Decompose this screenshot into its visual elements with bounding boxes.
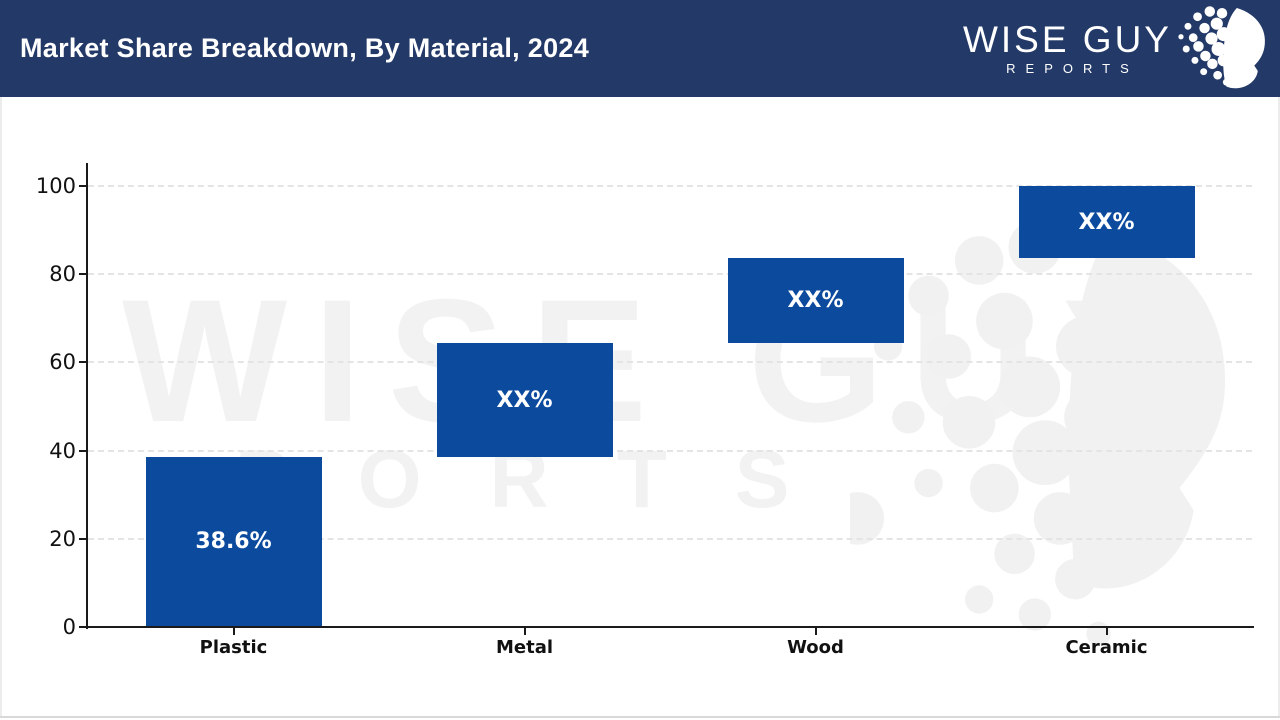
bar-value-label: XX% bbox=[496, 387, 553, 413]
bar-ceramic: XX% bbox=[1018, 186, 1195, 259]
x-tick-label-ceramic: Ceramic bbox=[1065, 637, 1148, 658]
gridline bbox=[88, 537, 1252, 540]
x-tick-mark bbox=[814, 628, 817, 635]
x-tick-mark bbox=[1105, 628, 1108, 635]
header-band: Market Share Breakdown, By Material, 202… bbox=[0, 0, 1280, 97]
bar-value-label: 38.6% bbox=[195, 529, 272, 555]
x-tick-label-plastic: Plastic bbox=[199, 637, 268, 658]
y-tick-label: 60 bbox=[49, 350, 76, 375]
wise-guy-reports-logo: WISE GUY REPORTS bbox=[963, 5, 1270, 93]
y-tick-label: 100 bbox=[35, 174, 76, 198]
bar-value-label: XX% bbox=[787, 288, 844, 314]
bar-wood: XX% bbox=[727, 258, 904, 344]
bottom-border-line bbox=[0, 716, 1280, 718]
watermark-head-dots-graphic bbox=[850, 225, 1226, 646]
logo-subtitle: REPORTS bbox=[1006, 61, 1139, 76]
page-title: Market Share Breakdown, By Material, 202… bbox=[20, 33, 590, 63]
gridline bbox=[88, 273, 1252, 276]
logo-head-dots-icon bbox=[1178, 5, 1265, 88]
y-tick-mark bbox=[79, 537, 87, 540]
x-tick-mark bbox=[523, 628, 526, 635]
y-tick-mark bbox=[79, 185, 87, 187]
gridline bbox=[88, 449, 1252, 452]
y-tick-label: 20 bbox=[49, 526, 76, 551]
x-tick-mark bbox=[232, 628, 235, 635]
y-tick-label: 40 bbox=[49, 438, 76, 463]
y-tick-label: 0 bbox=[62, 615, 76, 639]
y-axis-line bbox=[86, 163, 88, 629]
y-tick-mark bbox=[79, 361, 87, 364]
gridline bbox=[88, 185, 1252, 187]
bar-plastic: 38.6% bbox=[145, 456, 322, 627]
bar-value-label: XX% bbox=[1078, 209, 1135, 235]
logo-text: WISE GUY REPORTS bbox=[962, 19, 1172, 77]
y-tick-mark bbox=[79, 273, 87, 276]
x-axis-line bbox=[86, 626, 1254, 628]
x-tick-label-wood: Wood bbox=[787, 637, 844, 658]
bar-metal: XX% bbox=[436, 343, 613, 457]
x-tick-label-metal: Metal bbox=[495, 637, 554, 658]
y-tick-mark bbox=[79, 626, 87, 628]
y-tick-label: 80 bbox=[49, 262, 76, 287]
logo-wordmark: WISE GUY bbox=[962, 19, 1172, 60]
gridline bbox=[88, 361, 1252, 364]
y-tick-mark bbox=[79, 449, 87, 452]
